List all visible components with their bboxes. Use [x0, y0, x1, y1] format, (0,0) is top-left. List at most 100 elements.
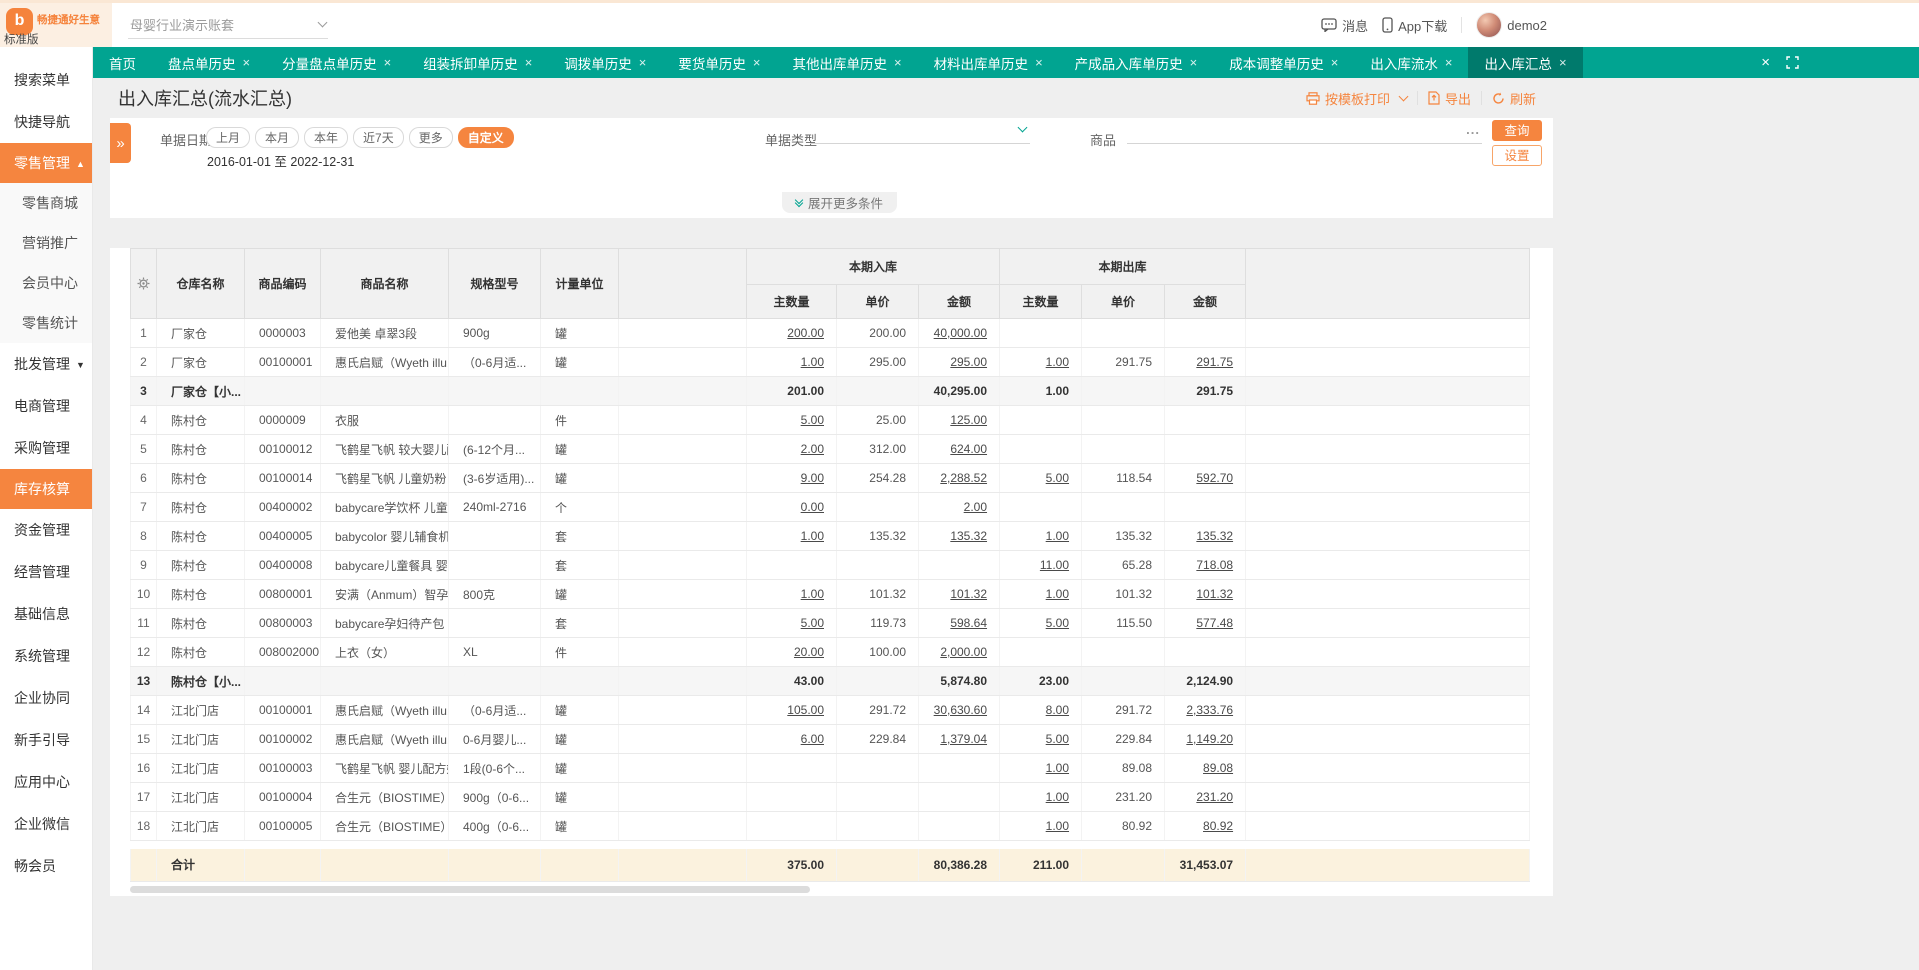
value-link[interactable]: 135.32: [1196, 529, 1234, 543]
value-link[interactable]: 1.00: [800, 587, 824, 601]
value-link[interactable]: 1.00: [1045, 761, 1070, 775]
value-link[interactable]: 11.00: [1039, 558, 1070, 572]
date-custom-pill[interactable]: 自定义: [457, 127, 514, 148]
sidebar-item-10[interactable]: 库存核算: [0, 469, 92, 509]
value-link[interactable]: 577.48: [1196, 616, 1234, 630]
date-range-value[interactable]: 2016-01-01 至 2022-12-31: [207, 155, 355, 169]
tab-close-icon[interactable]: ×: [1035, 55, 1043, 70]
horizontal-scrollbar-thumb[interactable]: [130, 886, 810, 893]
value-link[interactable]: 2.00: [800, 442, 824, 456]
value-link[interactable]: 125.00: [950, 413, 988, 427]
sidebar-item-8[interactable]: 电商管理: [0, 385, 92, 427]
value-link[interactable]: 1.00: [800, 529, 824, 543]
value-link[interactable]: 1.00: [1045, 819, 1070, 833]
app-download-button[interactable]: App下载: [1382, 16, 1447, 35]
product-input[interactable]: ...: [1127, 120, 1482, 144]
date-preset-1[interactable]: 本月: [255, 127, 300, 148]
value-link[interactable]: 5.00: [1045, 732, 1070, 746]
sidebar-item-17[interactable]: 应用中心: [0, 761, 92, 803]
tab-close-icon[interactable]: ×: [524, 55, 533, 70]
sidebar-item-9[interactable]: 采购管理: [0, 427, 92, 469]
sidebar-item-12[interactable]: 经营管理: [0, 551, 92, 593]
tab-10[interactable]: 出入库流水 ×: [1354, 47, 1468, 78]
tab-2[interactable]: 分量盘点单历史 ×: [266, 47, 407, 78]
value-link[interactable]: 0.00: [800, 500, 824, 514]
value-link[interactable]: 200.00: [787, 326, 824, 340]
sidebar-item-14[interactable]: 系统管理: [0, 635, 92, 677]
gear-icon[interactable]: [137, 277, 150, 290]
value-link[interactable]: 2,288.52: [940, 471, 988, 485]
sidebar-item-15[interactable]: 企业协同: [0, 677, 92, 719]
value-link[interactable]: 592.70: [1196, 471, 1234, 485]
sidebar-item-13[interactable]: 基础信息: [0, 593, 92, 635]
tab-close-icon[interactable]: ×: [1330, 55, 1339, 70]
value-link[interactable]: 105.00: [787, 703, 824, 717]
date-preset-4[interactable]: 更多: [408, 127, 453, 148]
value-link[interactable]: 9.00: [800, 471, 824, 485]
tab-9[interactable]: 成本调整单历史 ×: [1213, 47, 1354, 78]
value-link[interactable]: 30,630.60: [933, 703, 988, 717]
value-link[interactable]: 231.20: [1196, 790, 1234, 804]
value-link[interactable]: 135.32: [950, 529, 988, 543]
tab-6[interactable]: 其他出库单历史 ×: [776, 47, 917, 78]
sidebar-item-16[interactable]: 新手引导: [0, 719, 92, 761]
value-link[interactable]: 2,333.76: [1186, 703, 1234, 717]
tab-8[interactable]: 产成品入库单历史 ×: [1059, 47, 1214, 78]
value-link[interactable]: 101.32: [1196, 587, 1234, 601]
export-button[interactable]: 导出: [1428, 89, 1471, 108]
settings-button[interactable]: 设置: [1492, 145, 1542, 166]
tab-5[interactable]: 要货单历史 ×: [662, 47, 776, 78]
value-link[interactable]: 20.00: [793, 645, 824, 659]
tab-close-icon[interactable]: ×: [1444, 55, 1453, 70]
tab-close-icon[interactable]: ×: [1189, 55, 1198, 70]
sidebar-item-4[interactable]: 营销推广: [0, 223, 92, 263]
tab-3[interactable]: 组装拆卸单历史 ×: [407, 47, 548, 78]
account-book-select[interactable]: 母婴行业演示账套: [128, 11, 328, 39]
doc-type-select[interactable]: [810, 120, 1030, 144]
print-options-chevron-icon[interactable]: [1398, 91, 1409, 101]
value-link[interactable]: 1,379.04: [940, 732, 988, 746]
value-link[interactable]: 1,149.20: [1186, 732, 1234, 746]
sidebar-item-1[interactable]: 快捷导航: [0, 101, 92, 143]
value-link[interactable]: 8.00: [1045, 703, 1070, 717]
sidebar-item-5[interactable]: 会员中心: [0, 263, 92, 303]
tab-7[interactable]: 材料出库单历史 ×: [918, 47, 1059, 78]
value-link[interactable]: 624.00: [950, 442, 988, 456]
tab-0[interactable]: 首页: [93, 47, 152, 78]
value-link[interactable]: 718.08: [1196, 558, 1234, 572]
value-link[interactable]: 5.00: [1045, 616, 1070, 630]
value-link[interactable]: 598.64: [950, 616, 988, 630]
tab-close-icon[interactable]: ×: [638, 55, 647, 70]
value-link[interactable]: 1.00: [1045, 790, 1070, 804]
value-link[interactable]: 5.00: [800, 413, 824, 427]
value-link[interactable]: 1.00: [1045, 587, 1070, 601]
value-link[interactable]: 40,000.00: [933, 326, 988, 340]
tab-11[interactable]: 出入库汇总 ×: [1468, 47, 1583, 78]
tab-close-icon[interactable]: ×: [383, 55, 392, 70]
sidebar-item-7[interactable]: 批发管理 ▼: [0, 343, 92, 385]
tab-1[interactable]: 盘点单历史 ×: [152, 47, 266, 78]
sidebar-item-0[interactable]: 搜索菜单: [0, 59, 92, 101]
date-preset-3[interactable]: 近7天: [353, 127, 404, 148]
value-link[interactable]: 5.00: [1045, 471, 1070, 485]
print-by-template-button[interactable]: 按模板打印: [1306, 89, 1390, 108]
column-settings-header[interactable]: [130, 248, 157, 319]
value-link[interactable]: 101.32: [950, 587, 988, 601]
search-button[interactable]: 查询: [1492, 120, 1542, 141]
tab-close-icon[interactable]: ×: [1558, 55, 1567, 70]
expand-more-conditions-button[interactable]: 展开更多条件: [782, 192, 898, 213]
tab-close-icon[interactable]: ×: [893, 55, 902, 70]
tab-close-icon[interactable]: ×: [242, 55, 251, 70]
tab-close-icon[interactable]: ×: [752, 55, 761, 70]
product-picker-button[interactable]: ...: [1466, 122, 1480, 137]
tab-4[interactable]: 调拨单历史 ×: [548, 47, 662, 78]
value-link[interactable]: 2.00: [963, 500, 988, 514]
sidebar-item-18[interactable]: 企业微信: [0, 803, 92, 845]
value-link[interactable]: 5.00: [800, 616, 824, 630]
value-link[interactable]: 1.00: [800, 355, 824, 369]
value-link[interactable]: 2,000.00: [940, 645, 988, 659]
value-link[interactable]: 295.00: [950, 355, 988, 369]
value-link[interactable]: 89.08: [1203, 761, 1234, 775]
sidebar-item-11[interactable]: 资金管理: [0, 509, 92, 551]
fullscreen-icon[interactable]: [1786, 56, 1799, 69]
